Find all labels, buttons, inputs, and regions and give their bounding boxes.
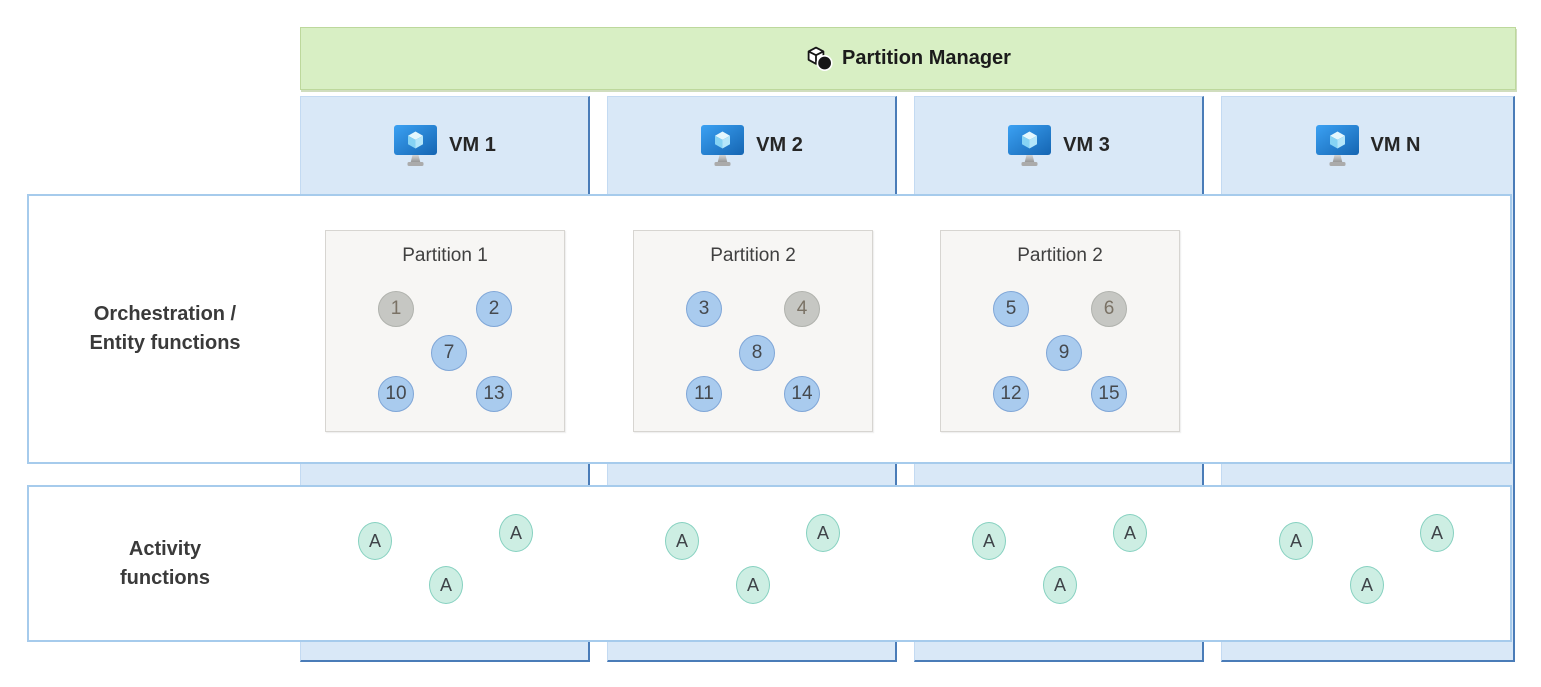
orchestration-instance: 15 xyxy=(1091,376,1127,412)
activity-function-badge: A xyxy=(358,522,392,560)
orchestration-instance: 3 xyxy=(686,291,722,327)
orchestration-entity-panel: Orchestration / Entity functions Partiti… xyxy=(27,194,1512,464)
orchestration-instance-inactive: 6 xyxy=(1091,291,1127,327)
vm-monitor-icon xyxy=(1315,124,1360,167)
orchestration-row-label: Orchestration / Entity functions xyxy=(29,196,301,462)
orchestration-instance: 5 xyxy=(993,291,1029,327)
activity-function-badge: A xyxy=(665,522,699,560)
activity-row-label: Activity functions xyxy=(29,487,301,640)
activity-function-badge: A xyxy=(1420,514,1454,552)
partition-box-vm1: Partition 1 1 2 7 10 13 xyxy=(325,230,565,432)
partition-title: Partition 2 xyxy=(1017,245,1103,266)
vm-header-3: VM 3 xyxy=(915,97,1202,194)
orchestration-instance-inactive: 1 xyxy=(378,291,414,327)
activity-function-badge: A xyxy=(1279,522,1313,560)
partition-title: Partition 2 xyxy=(710,245,796,266)
activity-function-badge: A xyxy=(1350,566,1384,604)
vm-label: VM 1 xyxy=(449,134,496,156)
package-cube-icon xyxy=(805,45,833,72)
vm-label: VM 3 xyxy=(1063,134,1110,156)
vm-monitor-icon xyxy=(393,124,438,167)
orchestration-instance-inactive: 4 xyxy=(784,291,820,327)
partition-manager-label: Partition Manager xyxy=(842,47,1011,69)
orchestration-instance: 12 xyxy=(993,376,1029,412)
vm-header-1: VM 1 xyxy=(301,97,588,194)
vm-header-2: VM 2 xyxy=(608,97,895,194)
orchestration-label-line1: Orchestration / xyxy=(93,303,237,325)
activity-label-line1: Activity xyxy=(128,537,202,560)
orchestration-instance: 10 xyxy=(378,376,414,412)
orchestration-instance: 11 xyxy=(686,376,722,412)
orchestration-instance: 7 xyxy=(431,335,467,371)
partition-title: Partition 1 xyxy=(402,245,488,266)
activity-functions-panel: Activity functions A A A A A A A A A A A… xyxy=(27,485,1512,642)
vm-monitor-icon xyxy=(1007,124,1052,167)
activity-group-vm1: A A A xyxy=(300,487,590,640)
activity-group-vmn: A A A xyxy=(1221,487,1511,640)
partition-box-vm2: Partition 2 3 4 8 11 14 xyxy=(633,230,873,432)
vm-monitor-icon xyxy=(700,124,745,167)
orchestration-instance: 14 xyxy=(784,376,820,412)
activity-function-badge: A xyxy=(1113,514,1147,552)
partition-manager-bar: Partition Manager xyxy=(300,27,1516,90)
activity-function-badge: A xyxy=(806,514,840,552)
activity-function-badge: A xyxy=(972,522,1006,560)
activity-function-badge: A xyxy=(499,514,533,552)
vm-label: VM N xyxy=(1370,134,1421,156)
orchestration-instance: 8 xyxy=(739,335,775,371)
orchestration-label-line2: Entity functions xyxy=(89,332,241,354)
orchestration-instance: 13 xyxy=(476,376,512,412)
vm-label: VM 2 xyxy=(756,134,803,156)
activity-label-line2: functions xyxy=(120,566,210,589)
activity-function-badge: A xyxy=(736,566,770,604)
activity-group-vm3: A A A xyxy=(914,487,1204,640)
vm-header-n: VM N xyxy=(1222,97,1513,194)
activity-function-badge: A xyxy=(429,566,463,604)
orchestration-instance: 9 xyxy=(1046,335,1082,371)
orchestration-instance: 2 xyxy=(476,291,512,327)
partition-box-vm3: Partition 2 5 6 9 12 15 xyxy=(940,230,1180,432)
activity-group-vm2: A A A xyxy=(607,487,897,640)
activity-function-badge: A xyxy=(1043,566,1077,604)
